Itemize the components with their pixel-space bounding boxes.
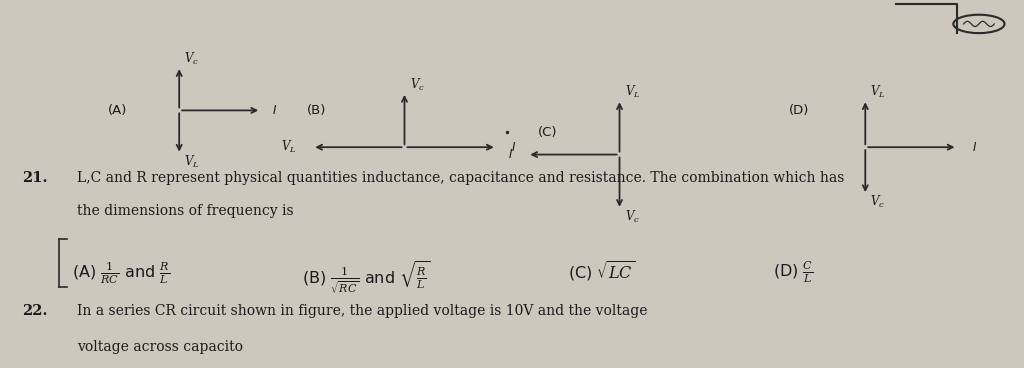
Text: I: I [509,148,512,161]
Text: I: I [512,141,515,154]
Text: the dimensions of frequency is: the dimensions of frequency is [77,204,294,218]
Text: $V_L$: $V_L$ [282,139,297,155]
Text: (B) $\frac{1}{\sqrt{RC}}$ and $\sqrt{\frac{R}{L}}$: (B) $\frac{1}{\sqrt{RC}}$ and $\sqrt{\fr… [302,259,431,295]
Text: (C): (C) [538,126,557,139]
Text: voltage across capacito: voltage across capacito [77,340,243,354]
Text: $V_L$: $V_L$ [625,84,640,100]
Text: (D): (D) [788,104,809,117]
Text: I: I [273,104,276,117]
Text: I: I [973,141,976,154]
Text: L,C and R represent physical quantities inductance, capacitance and resistance. : L,C and R represent physical quantities … [77,171,844,185]
Text: $V_c$: $V_c$ [184,51,200,67]
Text: $V_c$: $V_c$ [870,194,886,210]
Text: 22.: 22. [23,304,48,318]
Text: (C) $\sqrt{LC}$: (C) $\sqrt{LC}$ [568,259,636,283]
Text: $V_c$: $V_c$ [410,77,425,93]
Text: (A) $\frac{1}{RC}$ and $\frac{R}{L}$: (A) $\frac{1}{RC}$ and $\frac{R}{L}$ [72,259,170,286]
Text: In a series CR circuit shown in figure, the applied voltage is 10V and the volta: In a series CR circuit shown in figure, … [77,304,647,318]
Text: $V_L$: $V_L$ [870,84,886,100]
Text: $V_L$: $V_L$ [184,154,200,170]
Text: $V_c$: $V_c$ [625,209,640,225]
Text: (D) $\frac{C}{L}$: (D) $\frac{C}{L}$ [773,259,814,285]
Text: 21.: 21. [23,171,48,185]
Text: (A): (A) [108,104,127,117]
Text: (B): (B) [307,104,327,117]
